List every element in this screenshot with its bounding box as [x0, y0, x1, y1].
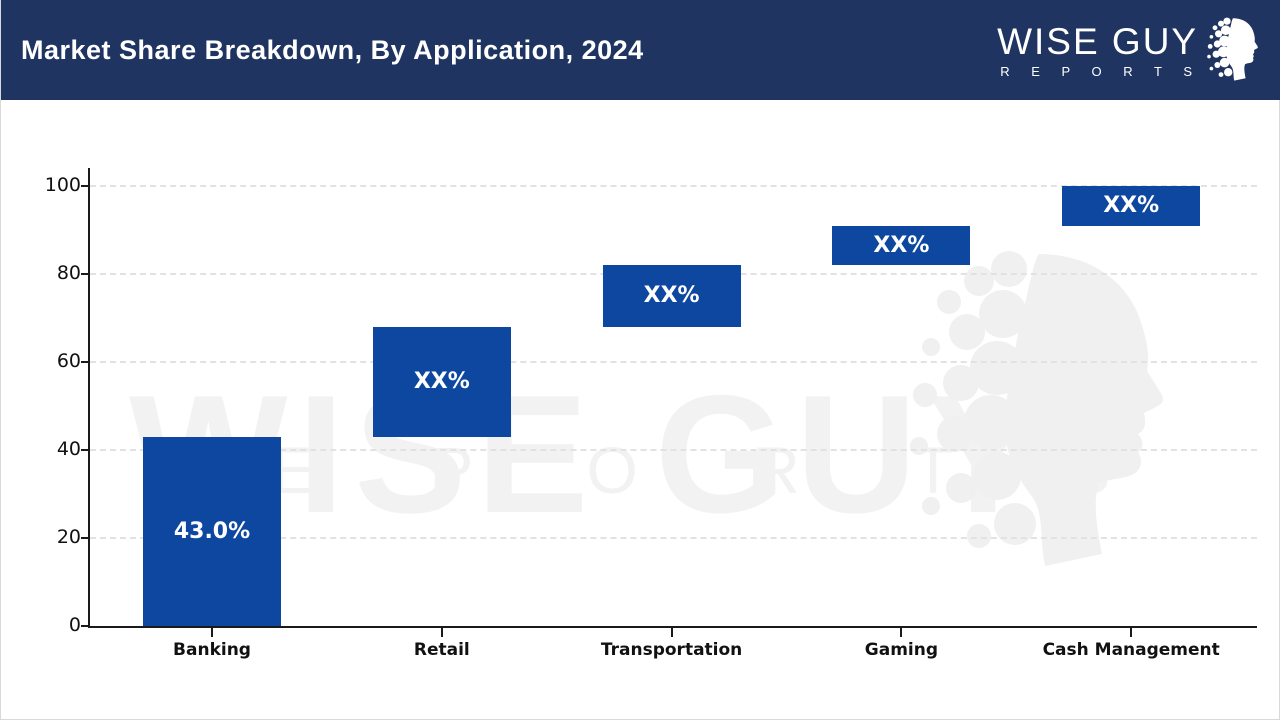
y-axis-tick-label: 100	[44, 174, 81, 196]
y-axis-tick-mark	[81, 449, 90, 451]
header-bar: Market Share Breakdown, By Application, …	[1, 0, 1280, 100]
gridline-40	[90, 449, 1257, 451]
gridline-60	[90, 361, 1257, 363]
x-axis-tick-mark	[1130, 628, 1133, 637]
y-axis-line	[88, 168, 90, 628]
logo-reports-text: R E P O R T S	[1000, 63, 1201, 79]
bar-value-label: XX%	[873, 232, 930, 258]
x-axis-category-label: Cash Management	[1042, 640, 1220, 660]
y-axis-tick-label: 40	[56, 438, 81, 460]
bar-banking: 43.0%	[143, 436, 281, 626]
x-axis-line	[88, 626, 1257, 628]
x-axis-tick-mark	[670, 628, 673, 637]
logo-wordmark: WISE GUY	[997, 20, 1199, 62]
x-axis-tick-mark	[900, 628, 903, 637]
wise-guy-logo: WISE GUY R E P O R T S	[994, 11, 1263, 89]
bar-value-label: XX%	[413, 369, 470, 395]
logo-text: WISE GUY R E P O R T S	[994, 23, 1201, 78]
y-axis-tick-mark	[81, 273, 90, 275]
x-axis-tick-mark	[440, 628, 443, 637]
bar-retail: XX%	[372, 326, 511, 437]
y-axis-tick-label: 80	[56, 262, 81, 284]
y-axis-tick-label: 20	[56, 526, 81, 548]
y-axis-tick-label: 0	[68, 614, 81, 636]
gridline-20	[90, 537, 1257, 539]
chart-title: Market Share Breakdown, By Application, …	[21, 34, 644, 65]
y-axis-tick-label: 60	[56, 350, 81, 372]
bar-transportation: XX%	[602, 265, 741, 327]
wise-guy-face-icon	[1207, 17, 1258, 81]
x-axis-category-label: Transportation	[600, 640, 743, 660]
bar-value-label: XX%	[643, 283, 700, 309]
y-axis-tick-mark	[81, 361, 90, 363]
bar-value-label: XX%	[1103, 193, 1160, 219]
x-axis-tick-mark	[211, 628, 213, 637]
x-axis-category-label: Retail	[413, 640, 470, 660]
y-axis-tick-mark	[81, 625, 90, 627]
y-axis-tick-mark	[81, 185, 90, 187]
bar-cash-management: XX%	[1062, 186, 1201, 226]
y-axis-tick-mark	[81, 537, 90, 539]
x-axis-category-label: Gaming	[864, 640, 939, 660]
gridline-100	[90, 185, 1257, 187]
bar-gaming: XX%	[832, 225, 971, 266]
x-axis-category-label: Banking	[173, 640, 251, 660]
bar-value-label: 43.0%	[173, 518, 251, 544]
